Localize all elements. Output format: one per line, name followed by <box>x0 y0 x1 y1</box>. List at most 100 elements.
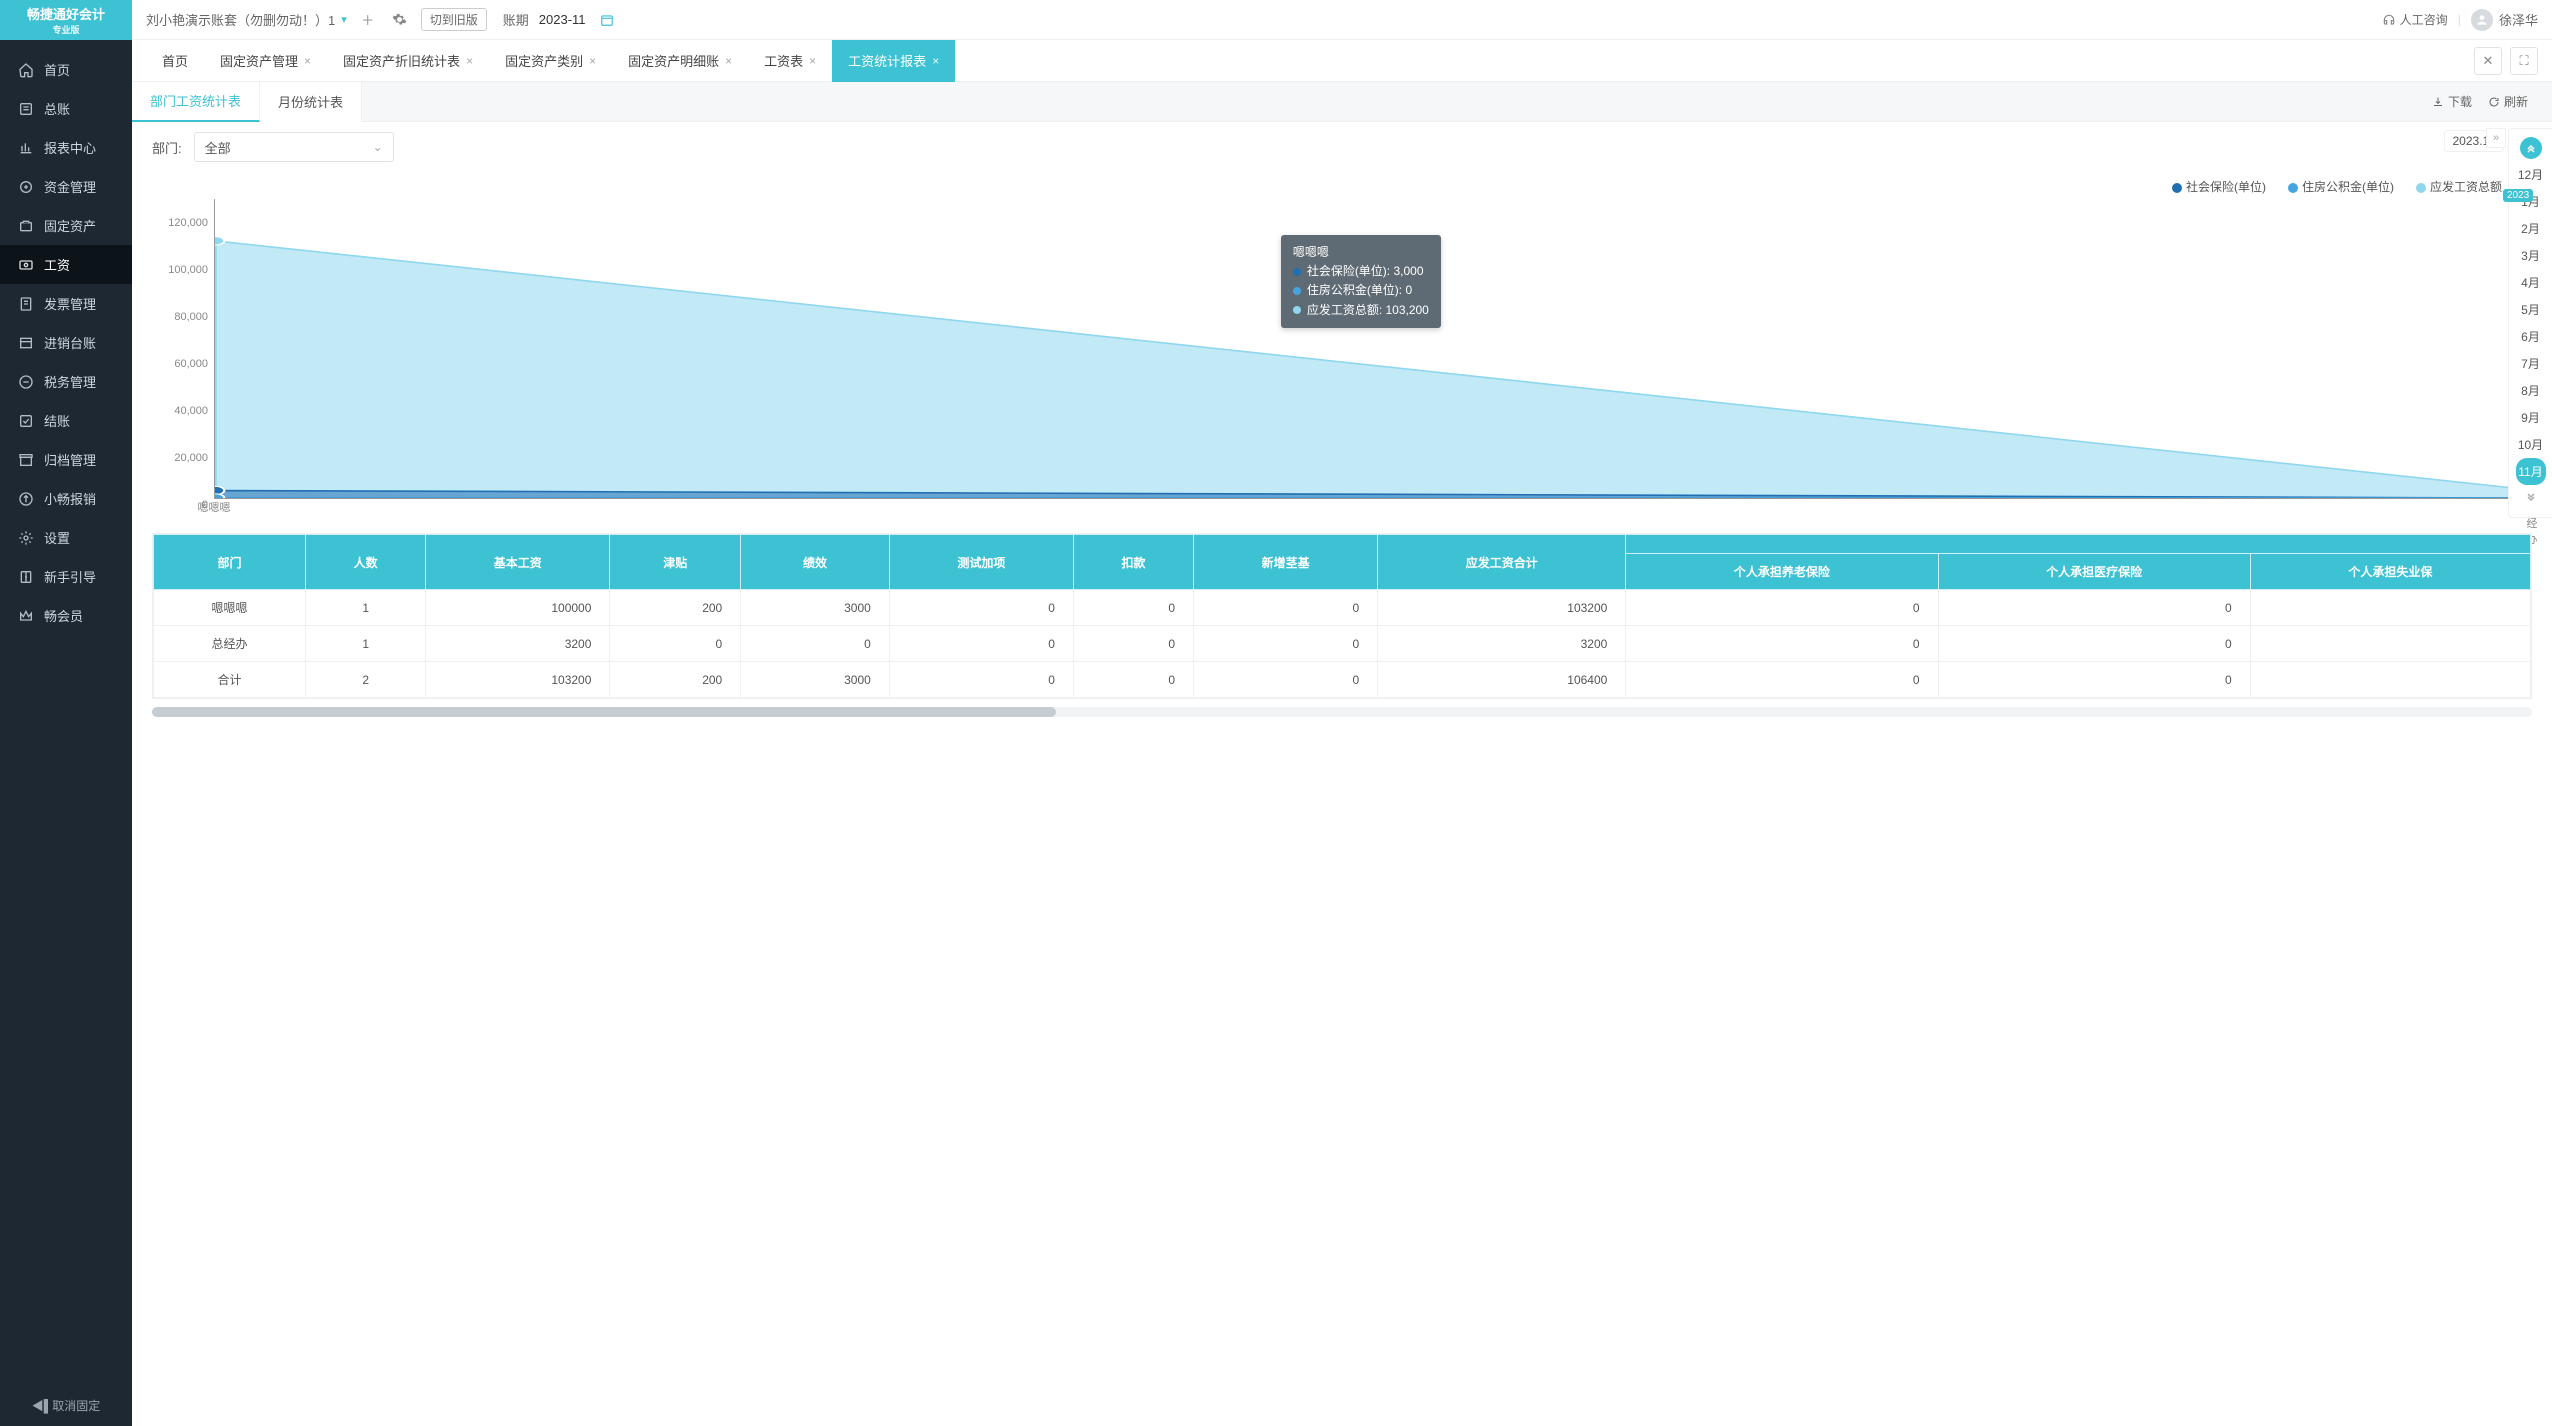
month-rail-expand[interactable]: » <box>2486 128 2506 148</box>
download-icon <box>2432 96 2444 108</box>
table-wrap[interactable]: 部门人数基本工资津贴绩效测试加项扣款新增茎基应发工资合计个人承担养老保险个人承担… <box>152 533 2532 699</box>
legend-label: 社会保险(单位) <box>2186 180 2266 194</box>
sidebar-item-ledger[interactable]: 总账 <box>0 89 132 128</box>
fullscreen-button[interactable]: ⛶ <box>2510 47 2538 75</box>
user-menu[interactable]: 徐泽华 <box>2471 9 2538 31</box>
scrollbar-thumb[interactable] <box>152 707 1056 717</box>
table-cell: 103200 <box>1378 590 1626 626</box>
account-settings-button[interactable] <box>389 9 411 31</box>
close-icon[interactable]: × <box>725 54 732 68</box>
home-icon <box>18 62 34 78</box>
vip-icon <box>18 608 34 624</box>
headset-icon <box>2382 13 2396 27</box>
tab-item[interactable]: 固定资产类别 × <box>489 40 612 82</box>
subtab-item[interactable]: 月份统计表 <box>260 82 362 122</box>
unpin-button[interactable]: ◀▌取消固定 <box>0 1397 132 1414</box>
sidebar-item-report[interactable]: 报表中心 <box>0 128 132 167</box>
sidebar-item-label: 首页 <box>44 60 70 79</box>
account-selector[interactable]: 刘小艳演示账套（勿删勿动！）1 ▾ <box>146 10 347 29</box>
tab-item[interactable]: 工资统计报表 × <box>832 40 955 82</box>
month-rail-up[interactable] <box>2520 137 2542 159</box>
month-item[interactable]: 6月 <box>2509 323 2552 350</box>
y-tick-label: 120,000 <box>168 217 208 229</box>
tab-item[interactable]: 固定资产管理 × <box>204 40 327 82</box>
table-col: 扣款 <box>1073 535 1193 590</box>
table-col: 新增茎基 <box>1194 535 1378 590</box>
table-cell: 0 <box>1073 626 1193 662</box>
refresh-button[interactable]: 刷新 <box>2488 93 2528 110</box>
table-cell: 200 <box>610 662 741 698</box>
month-item-top[interactable]: 12月 <box>2509 161 2552 188</box>
close-icon[interactable]: × <box>809 54 816 68</box>
sidebar-item-home[interactable]: 首页 <box>0 50 132 89</box>
month-item[interactable]: 10月 <box>2509 431 2552 458</box>
table-cell: 103200 <box>426 662 610 698</box>
department-select[interactable]: 全部 ⌄ <box>194 132 394 162</box>
filter-row: 部门: 全部 ⌄ <box>132 122 2552 172</box>
tab-item[interactable]: 固定资产折旧统计表 × <box>327 40 489 82</box>
tab-strip: 首页固定资产管理 ×固定资产折旧统计表 ×固定资产类别 ×固定资产明细账 ×工资… <box>132 40 2552 82</box>
sidebar-item-inout[interactable]: 进销台账 <box>0 323 132 362</box>
tab-item[interactable]: 首页 <box>146 40 204 82</box>
month-item[interactable]: 9月 <box>2509 404 2552 431</box>
sidebar-item-close[interactable]: 结账 <box>0 401 132 440</box>
sidebar-item-label: 新手引导 <box>44 567 96 586</box>
month-item[interactable]: 7月 <box>2509 350 2552 377</box>
user-name: 徐泽华 <box>2499 10 2538 29</box>
sidebar-item-vip[interactable]: 畅会员 <box>0 596 132 635</box>
brand-logo: 畅捷通好会计 专业版 <box>0 0 132 40</box>
sidebar-item-tax[interactable]: 税务管理 <box>0 362 132 401</box>
chevron-down-icon: ▾ <box>341 13 347 26</box>
sidebar-item-settings[interactable]: 设置 <box>0 518 132 557</box>
month-item[interactable]: 2月 <box>2509 215 2552 242</box>
legend-item[interactable]: 社会保险(单位) <box>2172 178 2266 195</box>
sidebar-item-invoice[interactable]: 发票管理 <box>0 284 132 323</box>
close-icon[interactable]: × <box>589 54 596 68</box>
month-item[interactable]: 4月 <box>2509 269 2552 296</box>
close-icon[interactable]: × <box>304 54 311 68</box>
calendar-icon[interactable] <box>600 13 614 27</box>
legend-dot <box>2288 183 2298 193</box>
tab-label: 固定资产明细账 <box>628 51 719 70</box>
download-button[interactable]: 下载 <box>2432 93 2472 110</box>
table-col: 津贴 <box>610 535 741 590</box>
table-col: 人数 <box>306 535 426 590</box>
horizontal-scrollbar[interactable] <box>152 707 2532 717</box>
legend-item[interactable]: 应发工资总额 <box>2416 178 2502 195</box>
close-all-tabs-button[interactable]: ✕ <box>2474 47 2502 75</box>
legend-item[interactable]: 住房公积金(单位) <box>2288 178 2394 195</box>
table-cell: 0 <box>889 626 1073 662</box>
close-icon[interactable]: × <box>466 54 473 68</box>
sidebar-item-funds[interactable]: 资金管理 <box>0 167 132 206</box>
table-col: 应发工资合计 <box>1378 535 1626 590</box>
tab-item[interactable]: 工资表 × <box>748 40 832 82</box>
expense-icon <box>18 491 34 507</box>
sidebar-item-guide[interactable]: 新手引导 <box>0 557 132 596</box>
close-icon <box>18 413 34 429</box>
month-item[interactable]: 8月 <box>2509 377 2552 404</box>
month-item[interactable]: 11月 <box>2516 458 2546 485</box>
sidebar-item-asset[interactable]: 固定资产 <box>0 206 132 245</box>
chevron-down-icon: ⌄ <box>373 140 383 154</box>
sidebar-item-label: 固定资产 <box>44 216 96 235</box>
table-cell: 3200 <box>426 626 610 662</box>
sidebar-item-archive[interactable]: 归档管理 <box>0 440 132 479</box>
sidebar-item-salary[interactable]: 工资 <box>0 245 132 284</box>
chart-xaxis: 嗯嗯嗯总经办 <box>214 499 2532 517</box>
sidebar-item-expense[interactable]: 小畅报销 <box>0 479 132 518</box>
close-icon[interactable]: × <box>932 54 939 68</box>
nav-list: 首页总账报表中心资金管理固定资产工资发票管理进销台账税务管理结账归档管理小畅报销… <box>0 40 132 1426</box>
month-rail-down[interactable] <box>2520 487 2542 509</box>
table-cell <box>2250 590 2530 626</box>
y-tick-label: 20,000 <box>174 452 208 464</box>
month-item[interactable]: 5月 <box>2509 296 2552 323</box>
help-link[interactable]: 人工咨询 <box>2382 11 2448 28</box>
tab-item[interactable]: 固定资产明细账 × <box>612 40 748 82</box>
month-item[interactable]: 3月 <box>2509 242 2552 269</box>
table-cell: 3200 <box>1378 626 1626 662</box>
old-version-button[interactable]: 切到旧版 <box>421 8 487 31</box>
brand-name: 畅捷通好会计 <box>27 4 105 23</box>
add-account-button[interactable]: ＋ <box>357 9 379 31</box>
topbar: 刘小艳演示账套（勿删勿动！）1 ▾ ＋ 切到旧版 账期 2023-11 人工咨询… <box>132 0 2552 40</box>
subtab-item[interactable]: 部门工资统计表 <box>132 82 260 122</box>
